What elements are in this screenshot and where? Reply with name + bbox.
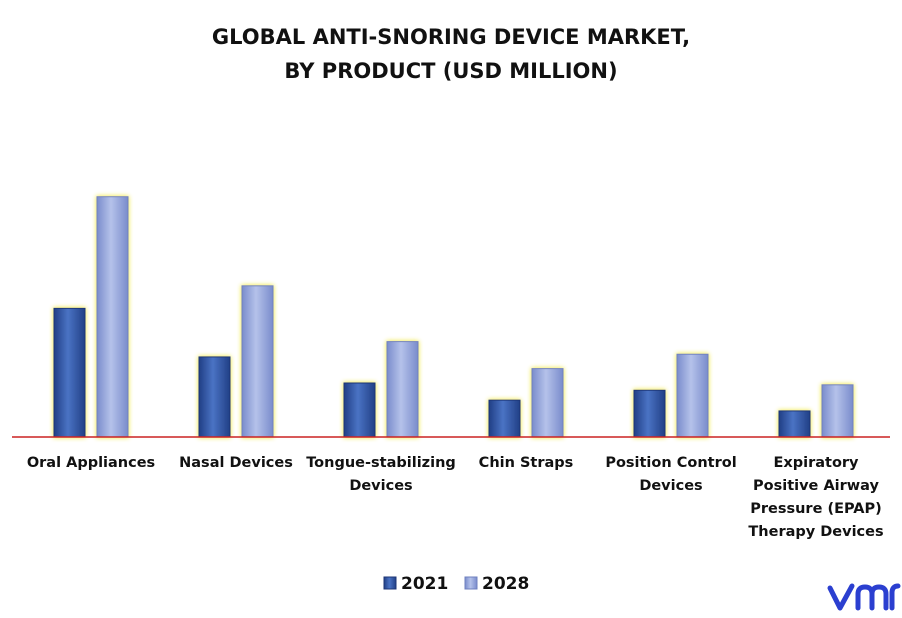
category-label-5-line-3: Therapy Devices bbox=[748, 524, 883, 540]
category-label-0-line-0: Oral Appliances bbox=[27, 455, 155, 471]
bar-2021-0 bbox=[53, 307, 86, 438]
category-labels: Oral Appliances Nasal Devices Tongue-stabi… bbox=[27, 455, 884, 540]
bar-2021-1 bbox=[198, 356, 231, 438]
legend-swatch-2028 bbox=[464, 576, 478, 590]
bar-series-group bbox=[53, 196, 854, 438]
bar-2028-5 bbox=[821, 384, 854, 438]
category-label-4-line-1: Devices bbox=[639, 478, 702, 494]
legend-swatch-2021 bbox=[383, 576, 397, 590]
bar-2028-0 bbox=[96, 196, 129, 438]
bar-2021-5 bbox=[778, 410, 811, 438]
legend-label-2021: 2021 bbox=[401, 574, 448, 594]
category-label-5-line-0: Expiratory bbox=[773, 455, 859, 471]
category-label-2-line-1: Devices bbox=[349, 478, 412, 494]
chart-title-line-2: BY PRODUCT (USD MILLION) bbox=[284, 59, 617, 83]
bar-2021-2 bbox=[343, 382, 376, 438]
category-label-4-line-0: Position Control bbox=[605, 455, 736, 471]
category-label-3-line-0: Chin Straps bbox=[479, 455, 574, 471]
category-label-2-line-0: Tongue-stabilizing bbox=[306, 455, 456, 471]
category-label-5-line-2: Pressure (EPAP) bbox=[750, 501, 882, 517]
bar-2028-4 bbox=[676, 353, 709, 438]
legend-label-2028: 2028 bbox=[482, 574, 529, 594]
bar-2021-3 bbox=[488, 399, 521, 438]
category-label-1-line-0: Nasal Devices bbox=[179, 455, 293, 471]
bar-2028-2 bbox=[386, 341, 419, 438]
bar-2028-1 bbox=[241, 285, 274, 438]
chart-title-line-1: GLOBAL ANTI-SNORING DEVICE MARKET, bbox=[212, 25, 690, 49]
bar-2021-4 bbox=[633, 389, 666, 438]
legend: 2021 2028 bbox=[383, 574, 529, 594]
bar-2028-3 bbox=[531, 368, 564, 438]
category-label-5-line-1: Positive Airway bbox=[753, 478, 880, 494]
vmr-logo bbox=[827, 583, 901, 611]
